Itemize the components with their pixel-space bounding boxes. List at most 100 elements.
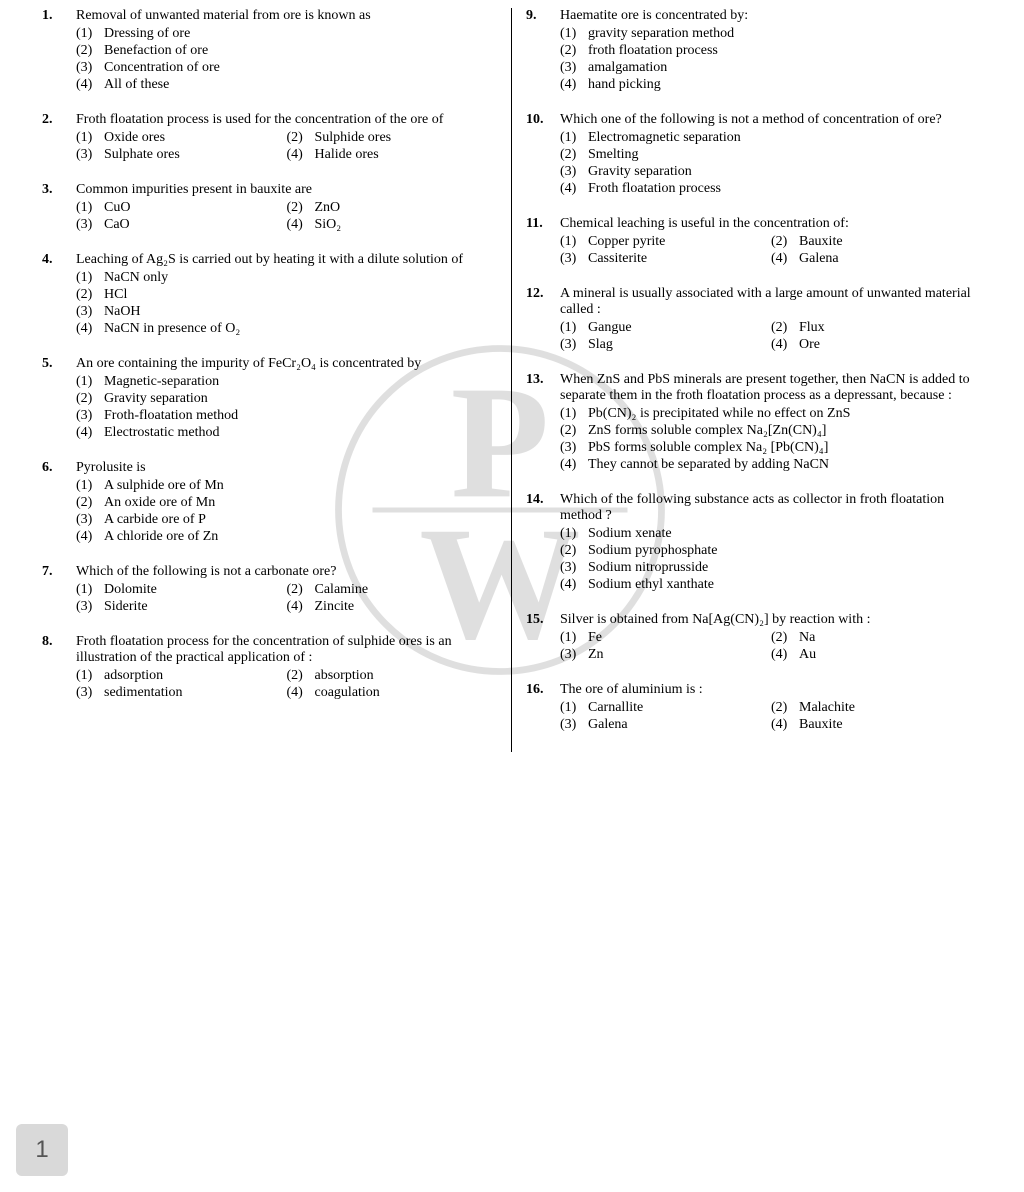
question-number: 15. xyxy=(526,612,560,664)
question-body: Which one of the following is not a meth… xyxy=(560,112,982,198)
question: 1.Removal of unwanted material from ore … xyxy=(42,8,497,94)
option-number: (1) xyxy=(560,320,588,336)
option: (2)ZnO xyxy=(287,200,498,216)
option-text: Electromagnetic separation xyxy=(588,130,741,146)
option: (2)HCl xyxy=(76,287,497,303)
question-body: Which of the following is not a carbonat… xyxy=(76,564,497,616)
option-number: (2) xyxy=(76,391,104,407)
options: (1)NaCN only(2)HCl(3)NaOH(4)NaCN in pres… xyxy=(76,270,497,337)
option-number: (2) xyxy=(287,668,315,684)
option-text: amalgamation xyxy=(588,60,667,76)
option-text: Sodium xenate xyxy=(588,526,672,542)
option-text: Copper pyrite xyxy=(588,234,665,250)
option-text: Sodium pyrophosphate xyxy=(588,543,718,559)
option: (4)Electrostatic method xyxy=(76,425,497,441)
option-number: (4) xyxy=(771,717,799,733)
option-number: (3) xyxy=(76,304,104,320)
option: (2)Smelting xyxy=(560,147,982,163)
option-text: hand picking xyxy=(588,77,661,93)
options: (1)CuO(2)ZnO(3)CaO(4)SiO₂ xyxy=(76,200,497,234)
option: (4)Zincite xyxy=(287,599,498,615)
option: (1)Gangue xyxy=(560,320,771,336)
question: 15.Silver is obtained from Na[Ag(CN)₂] b… xyxy=(526,612,982,664)
option-text: CaO xyxy=(104,217,130,233)
question-text: The ore of aluminium is : xyxy=(560,682,982,698)
option-number: (3) xyxy=(76,512,104,528)
option: (3)Sulphate ores xyxy=(76,147,287,163)
option-number: (1) xyxy=(560,526,588,542)
option-number: (1) xyxy=(76,130,104,146)
option-number: (2) xyxy=(560,147,588,163)
option: (2)Malachite xyxy=(771,700,982,716)
question-text: Removal of unwanted material from ore is… xyxy=(76,8,497,24)
option: (1)Sodium xenate xyxy=(560,526,982,542)
option-number: (3) xyxy=(560,60,588,76)
option: (2)absorption xyxy=(287,668,498,684)
option: (2)Gravity separation xyxy=(76,391,497,407)
option: (3)Concentration of ore xyxy=(76,60,497,76)
question-number: 4. xyxy=(42,252,76,338)
option-text: Dolomite xyxy=(104,582,157,598)
option-number: (2) xyxy=(76,287,104,303)
options: (1)Electromagnetic separation(2)Smelting… xyxy=(560,130,982,197)
option-text: Concentration of ore xyxy=(104,60,220,76)
question-number: 6. xyxy=(42,460,76,546)
option: (3)Sodium nitroprusside xyxy=(560,560,982,576)
option-number: (2) xyxy=(560,543,588,559)
option-number: (3) xyxy=(560,164,588,180)
question: 13.When ZnS and PbS minerals are present… xyxy=(526,372,982,474)
option: (4)Au xyxy=(771,647,982,663)
question-number: 2. xyxy=(42,112,76,164)
options: (1)A sulphide ore of Mn(2)An oxide ore o… xyxy=(76,478,497,545)
option: (2)ZnS forms soluble complex Na₂[Zn(CN)₄… xyxy=(560,423,982,439)
option-text: PbS forms soluble complex Na₂ [Pb(CN)₄] xyxy=(588,440,828,456)
option-number: (2) xyxy=(771,234,799,250)
option-text: Gravity separation xyxy=(588,164,692,180)
page-content: 1.Removal of unwanted material from ore … xyxy=(0,0,1024,752)
option-number: (3) xyxy=(560,440,588,456)
question: 7.Which of the following is not a carbon… xyxy=(42,564,497,616)
option-number: (2) xyxy=(771,700,799,716)
question: 4.Leaching of Ag₂S is carried out by hea… xyxy=(42,252,497,338)
options: (1)Carnallite(2)Malachite(3)Galena(4)Bau… xyxy=(560,700,982,734)
question-number: 3. xyxy=(42,182,76,234)
question-number: 16. xyxy=(526,682,560,734)
option-number: (1) xyxy=(76,478,104,494)
option: (4)They cannot be separated by adding Na… xyxy=(560,457,982,473)
option-text: Carnallite xyxy=(588,700,643,716)
options: (1)Dolomite(2)Calamine(3)Siderite(4)Zinc… xyxy=(76,582,497,616)
option-number: (3) xyxy=(560,337,588,353)
options: (1)gravity separation method(2)froth flo… xyxy=(560,26,982,93)
option-text: coagulation xyxy=(315,685,380,701)
options: (1)adsorption(2)absorption(3)sedimentati… xyxy=(76,668,497,702)
option-text: Galena xyxy=(588,717,628,733)
option-text: Bauxite xyxy=(799,234,843,250)
option-text: A chloride ore of Zn xyxy=(104,529,218,545)
option-number: (4) xyxy=(771,647,799,663)
question: 9.Haematite ore is concentrated by:(1)gr… xyxy=(526,8,982,94)
option: (3)Siderite xyxy=(76,599,287,615)
option: (2)Calamine xyxy=(287,582,498,598)
option-number: (3) xyxy=(560,251,588,267)
option: (2)Flux xyxy=(771,320,982,336)
question-number: 14. xyxy=(526,492,560,594)
option-text: absorption xyxy=(315,668,374,684)
option-text: sedimentation xyxy=(104,685,183,701)
option-number: (4) xyxy=(287,599,315,615)
option-text: A carbide ore of P xyxy=(104,512,206,528)
option-text: gravity separation method xyxy=(588,26,734,42)
option-text: Sulphide ores xyxy=(315,130,392,146)
question-text: Chemical leaching is useful in the conce… xyxy=(560,216,982,232)
option-number: (3) xyxy=(560,647,588,663)
option-number: (4) xyxy=(560,181,588,197)
option-text: Na xyxy=(799,630,815,646)
question-body: Common impurities present in bauxite are… xyxy=(76,182,497,234)
question: 8.Froth floatation process for the conce… xyxy=(42,634,497,702)
options: (1)Magnetic-separation(2)Gravity separat… xyxy=(76,374,497,441)
options: (1)Dressing of ore(2)Benefaction of ore(… xyxy=(76,26,497,93)
option-text: SiO₂ xyxy=(315,217,342,233)
option: (1)CuO xyxy=(76,200,287,216)
option-text: Flux xyxy=(799,320,825,336)
option: (4)Bauxite xyxy=(771,717,982,733)
option-text: Benefaction of ore xyxy=(104,43,208,59)
